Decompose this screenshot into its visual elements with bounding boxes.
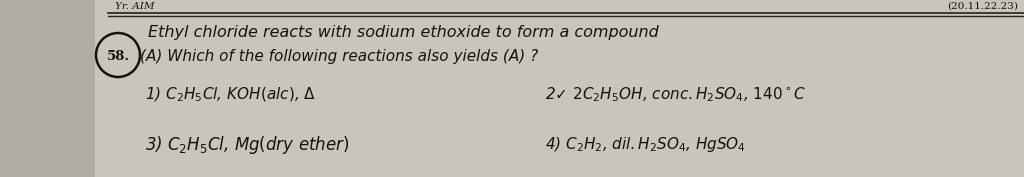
Text: Ethyl chloride reacts with sodium ethoxide to form a compound: Ethyl chloride reacts with sodium ethoxi… [148, 24, 658, 39]
Text: 1) $C_2H_5Cl$, $KOH(alc)$, $\Delta$: 1) $C_2H_5Cl$, $KOH(alc)$, $\Delta$ [145, 86, 316, 104]
Text: 58.: 58. [106, 50, 130, 62]
Text: 4) $C_2H_2$, $dil.H_2SO_4$, $HgSO_4$: 4) $C_2H_2$, $dil.H_2SO_4$, $HgSO_4$ [545, 136, 746, 155]
Text: (20.11.22.23): (20.11.22.23) [947, 2, 1018, 11]
Bar [0, 0, 95, 177]
Text: 3) $C_2H_5Cl$, $Mg(dry\ ether)$: 3) $C_2H_5Cl$, $Mg(dry\ ether)$ [145, 134, 349, 156]
Text: (A) Which of the following reactions also yields (A) ?: (A) Which of the following reactions als… [140, 50, 539, 64]
Text: Yr. AIM: Yr. AIM [115, 2, 155, 11]
Text: 2$\checkmark$ $2C_2H_5OH$, $conc.H_2SO_4$, $140^\circ C$: 2$\checkmark$ $2C_2H_5OH$, $conc.H_2SO_4… [545, 86, 806, 104]
